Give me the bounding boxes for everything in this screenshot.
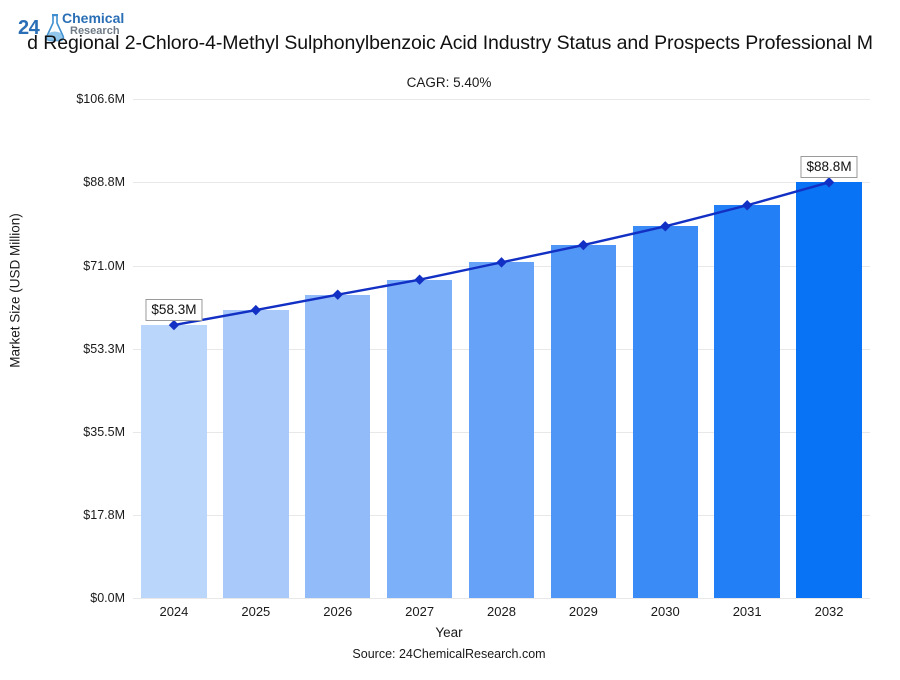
bar-2024[interactable] [141, 325, 207, 598]
site-logo: 24 Chemical Research [18, 9, 125, 45]
bar-2032[interactable] [796, 182, 862, 598]
x-tick-label: 2032 [814, 604, 844, 619]
x-tick-label: 2024 [159, 604, 189, 619]
gridline [133, 99, 870, 100]
y-axis-ticks: $0.0M $17.8M $35.5M $53.3M $71.0M $88.8M $106.… [0, 92, 125, 605]
y-axis-title: Market Size (USD Million) [7, 213, 23, 368]
y-tick-label: $71.0M [83, 258, 125, 273]
logo-word-research: Research [70, 25, 120, 37]
bar-2025[interactable] [223, 310, 289, 598]
value-label-2024: $58.3M [145, 299, 203, 322]
bar-2030[interactable] [632, 226, 699, 598]
logo-word-chemical: Chemical [62, 10, 125, 26]
y-tick-label: $53.3M [83, 341, 125, 356]
cagr-annotation: CAGR: 5.40% [406, 75, 492, 90]
logo-number: 24 [18, 17, 40, 39]
y-tick-label: $88.8M [83, 175, 125, 190]
bar-2026[interactable] [304, 294, 371, 598]
bar-2027[interactable] [386, 279, 453, 598]
x-tick-label: 2025 [241, 604, 271, 619]
x-tick-label: 2027 [405, 604, 435, 619]
x-tick-label: 2031 [732, 604, 762, 619]
bar-2031[interactable] [714, 205, 780, 598]
y-tick-label: $106.6M [76, 92, 125, 106]
plot-area: $58.3M $88.8M [133, 99, 870, 599]
y-tick-label: $35.5M [83, 424, 125, 439]
y-tick-label: $17.8M [83, 507, 125, 522]
x-tick-label: 2030 [650, 604, 680, 619]
x-tick-label: 2028 [487, 604, 516, 619]
gridline [133, 182, 870, 184]
gridline [133, 598, 870, 599]
bar-2029[interactable] [550, 245, 617, 598]
x-tick-label: 2029 [568, 604, 598, 619]
x-axis-title: Year [435, 625, 463, 640]
chart-title: d Regional 2-Chloro-4-Methyl Sulphonylbe… [27, 32, 873, 54]
bar-2028[interactable] [468, 262, 535, 598]
value-label-2032: $88.8M [800, 156, 858, 179]
source-note: Source: 24ChemicalResearch.com [352, 647, 546, 661]
y-tick-label: $0.0M [90, 591, 125, 605]
x-tick-label: 2026 [323, 604, 353, 619]
flask-icon [45, 14, 65, 42]
